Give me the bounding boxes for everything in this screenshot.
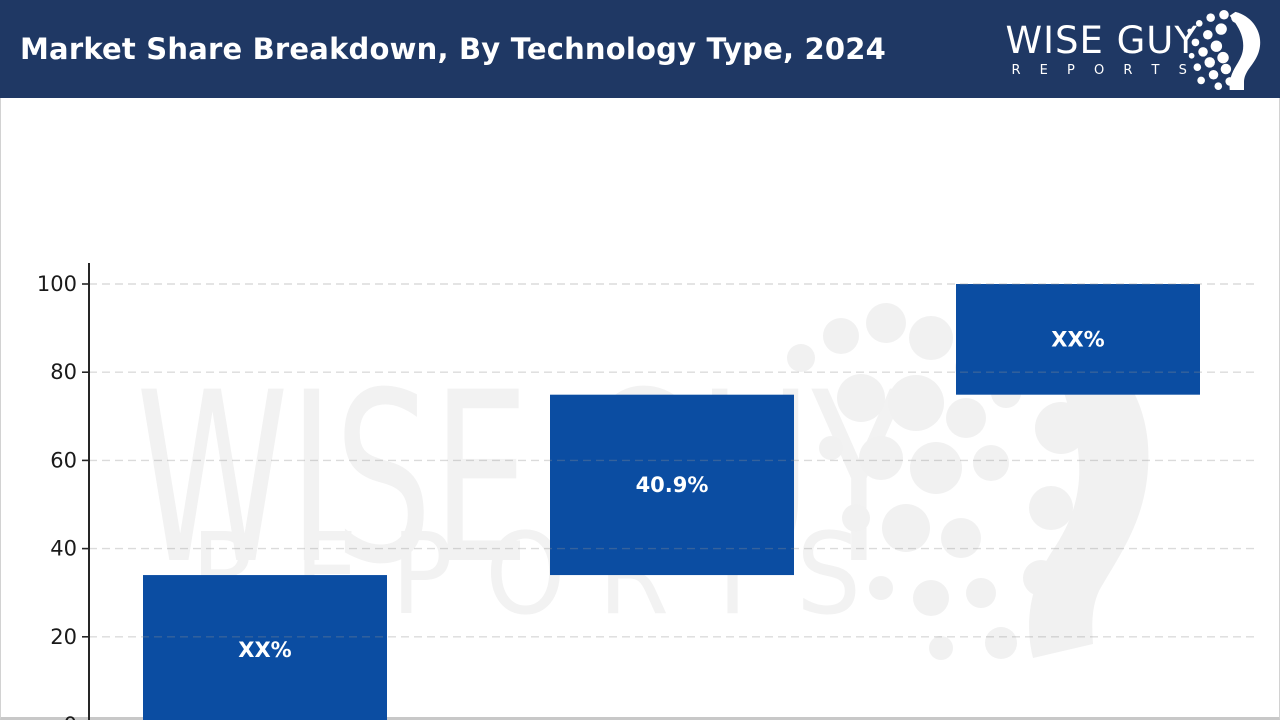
bar-value-label: XX% xyxy=(238,638,291,662)
bar-chart: XX%40.9%XX%020406080100AnalogDigitalMixe… xyxy=(37,263,1254,720)
logo-wordmark: WISE GUY xyxy=(1005,19,1198,62)
y-tick-label: 80 xyxy=(50,360,77,384)
logo-text: WISE GUY R E P O R T S xyxy=(1006,22,1198,78)
y-tick-label: 40 xyxy=(50,537,77,561)
bar-value-label: 40.9% xyxy=(636,473,709,497)
page-title: Market Share Breakdown, By Technology Ty… xyxy=(20,32,887,66)
logo-subtitle: R E P O R T S xyxy=(1011,63,1195,78)
header-bar: Market Share Breakdown, By Technology Ty… xyxy=(0,0,1280,98)
bar-digital xyxy=(550,394,794,576)
chart-area: WISE GUY R E P O R T S XX%40.9%XX%020406… xyxy=(0,98,1280,720)
y-tick-label: 0 xyxy=(64,713,77,720)
bar-value-label: XX% xyxy=(1051,327,1104,351)
y-tick-label: 60 xyxy=(50,448,77,472)
y-tick-label: 100 xyxy=(37,272,77,296)
y-tick-label: 20 xyxy=(50,625,77,649)
wise-guy-reports-logo: WISE GUY R E P O R T S xyxy=(1006,10,1266,90)
watermark-face-dots xyxy=(787,303,1149,660)
face-profile-dots-icon xyxy=(1187,10,1261,90)
bar-mixed-signal xyxy=(956,284,1200,395)
bar-analog xyxy=(143,575,387,720)
